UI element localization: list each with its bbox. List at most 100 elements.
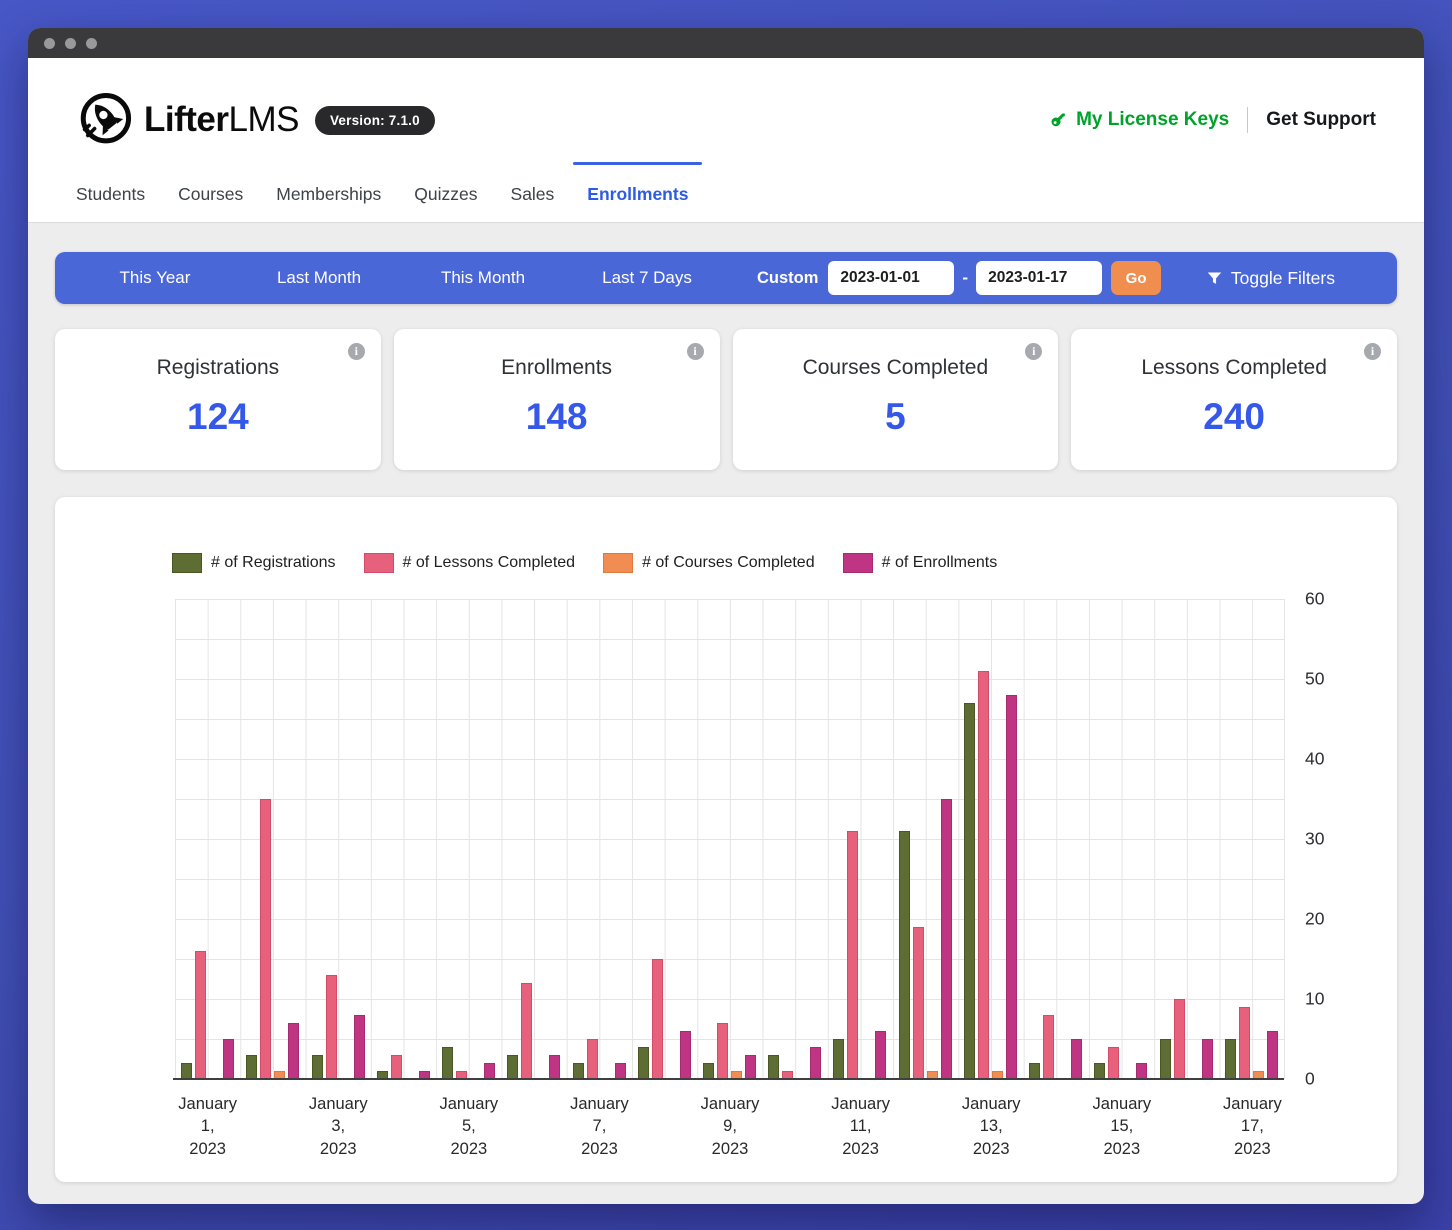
bar-group	[501, 599, 566, 1079]
bar	[926, 1071, 938, 1079]
bar	[833, 1039, 845, 1079]
x-axis-tick-label	[371, 1093, 436, 1160]
bar	[977, 671, 989, 1079]
bar-group	[1023, 599, 1088, 1079]
bar-group	[175, 599, 240, 1079]
bar	[549, 1055, 561, 1079]
date-from-input[interactable]	[828, 261, 955, 295]
preset-this-month[interactable]: This Month	[440, 268, 526, 287]
legend-item[interactable]: # of Lessons Completed	[363, 553, 575, 573]
x-axis-tick-label: January 13, 2023	[961, 1095, 1021, 1158]
window-control-dot[interactable]	[44, 37, 55, 49]
bar	[1173, 999, 1185, 1079]
preset-last-7-days[interactable]: Last 7 Days	[602, 268, 692, 287]
stat-title: Courses Completed	[802, 355, 989, 379]
legend-swatch-icon	[363, 553, 394, 573]
x-axis-tick-label	[501, 1093, 566, 1160]
bar	[1094, 1063, 1106, 1079]
bar	[353, 1015, 365, 1079]
stat-title: Registrations	[156, 355, 280, 379]
tab-quizzes[interactable]: Quizzes	[414, 184, 478, 204]
tab-enrollments[interactable]: Enrollments	[573, 162, 703, 222]
info-icon[interactable]: i	[1364, 343, 1381, 360]
app-window: LifterLMS Version: 7.1.0 My License Keys…	[28, 28, 1424, 1204]
custom-range-label: Custom	[757, 268, 819, 287]
stat-card-lessons-completed: i Lessons Completed 240	[1071, 329, 1397, 470]
window-control-dot[interactable]	[86, 37, 97, 49]
bar	[223, 1039, 235, 1079]
bar	[963, 703, 975, 1079]
legend-label: # of Courses Completed	[642, 554, 815, 571]
lifterlms-rocket-logo-icon	[80, 93, 132, 144]
stat-value: 240	[1203, 395, 1265, 437]
tab-courses[interactable]: Courses	[178, 184, 244, 204]
bar	[311, 1055, 323, 1079]
bar	[260, 799, 272, 1079]
bar	[418, 1071, 430, 1079]
go-button[interactable]: Go	[1111, 261, 1162, 295]
date-to-input[interactable]	[976, 261, 1103, 295]
preset-this-year[interactable]: This Year	[119, 268, 191, 287]
bar-group	[1219, 599, 1284, 1079]
enrollments-chart-card: # of Registrations # of Lessons Completed…	[55, 497, 1397, 1182]
header-divider	[1247, 107, 1249, 133]
brand-name-bold: Lifter	[144, 100, 229, 139]
x-axis-line	[173, 1078, 1284, 1080]
chart-legend: # of Registrations # of Lessons Completed…	[172, 553, 1397, 573]
bar-group	[632, 599, 697, 1079]
bar	[898, 831, 910, 1079]
legend-swatch-icon	[603, 553, 634, 573]
y-axis-tick-label: 30	[1305, 828, 1325, 849]
x-axis-tick-label	[632, 1093, 697, 1160]
window-control-dot[interactable]	[65, 37, 76, 49]
my-license-keys-link[interactable]: My License Keys	[1050, 109, 1229, 131]
chart-bars	[175, 599, 1284, 1079]
info-icon[interactable]: i	[686, 343, 704, 360]
version-badge: Version: 7.1.0	[314, 105, 435, 135]
bar	[847, 831, 859, 1079]
date-range-separator: -	[962, 268, 969, 287]
x-axis-tick-label	[240, 1093, 305, 1160]
get-support-link[interactable]: Get Support	[1266, 109, 1376, 130]
bar-group	[305, 599, 370, 1079]
legend-item[interactable]: # of Enrollments	[842, 553, 997, 573]
x-axis-tick-label: January 1, 2023	[178, 1095, 237, 1158]
toggle-filters-button[interactable]: Toggle Filters	[1206, 268, 1335, 289]
x-axis-tick-label	[1024, 1093, 1089, 1160]
bar	[1043, 1015, 1055, 1079]
bar	[1071, 1039, 1083, 1079]
report-tabs: Students Courses Memberships Quizzes Sal…	[52, 162, 1400, 222]
tab-memberships[interactable]: Memberships	[276, 184, 382, 204]
preset-last-month[interactable]: Last Month	[276, 268, 362, 287]
bar	[702, 1063, 714, 1079]
bar	[651, 959, 663, 1079]
bar	[507, 1055, 519, 1079]
bar	[912, 927, 924, 1079]
legend-item[interactable]: # of Registrations	[172, 553, 336, 573]
bar-group	[240, 599, 305, 1079]
y-axis-tick-label: 0	[1305, 1068, 1315, 1089]
tab-students[interactable]: Students	[76, 184, 146, 204]
tab-sales[interactable]: Sales	[510, 184, 555, 204]
y-axis-tick-label: 60	[1305, 588, 1325, 609]
bar-group	[371, 599, 436, 1079]
app-header: LifterLMS Version: 7.1.0 My License Keys…	[28, 58, 1424, 223]
info-icon[interactable]: i	[347, 343, 365, 360]
key-icon	[1051, 113, 1065, 126]
stat-cards: i Registrations 124 i Enrollments 148 i …	[55, 329, 1397, 470]
info-icon[interactable]: i	[1025, 343, 1043, 360]
legend-item[interactable]: # of Courses Completed	[603, 553, 815, 573]
x-axis-labels: January 1, 2023 January 3, 2023 January 5, 20…	[175, 1093, 1285, 1160]
x-axis-tick-label: January 11, 2023	[831, 1095, 890, 1158]
bar	[390, 1055, 402, 1079]
bar	[195, 951, 207, 1079]
bar-group	[436, 599, 501, 1079]
bar	[614, 1063, 626, 1079]
bar	[586, 1039, 598, 1079]
bar	[1005, 695, 1017, 1079]
chart-grid	[173, 599, 1285, 1080]
bar	[1224, 1039, 1236, 1079]
x-axis-tick-label: January 9, 2023	[700, 1095, 760, 1158]
bar	[484, 1063, 496, 1079]
bar	[1252, 1071, 1264, 1079]
